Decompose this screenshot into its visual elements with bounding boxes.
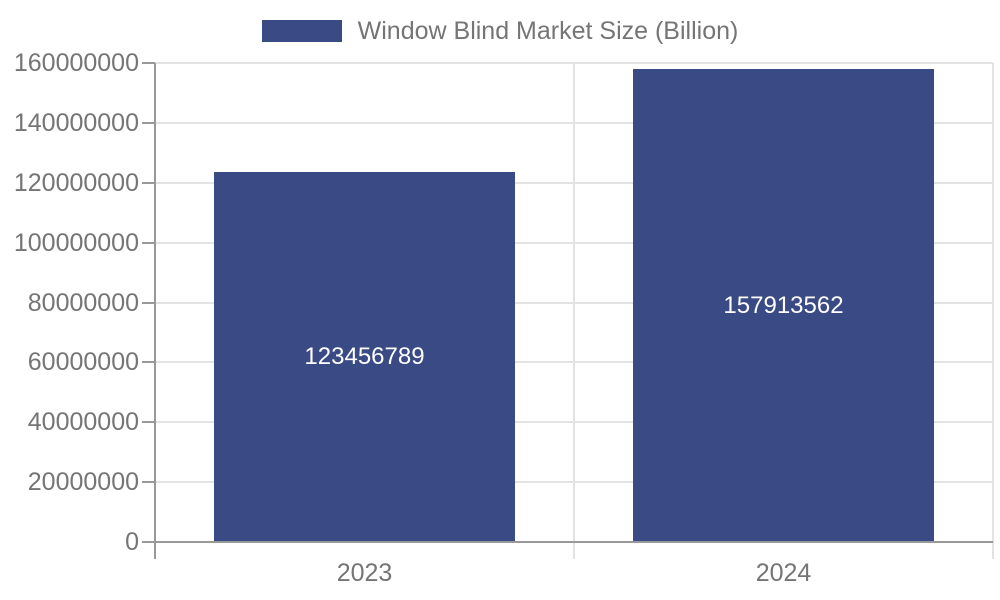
y-tick-label: 0 bbox=[125, 528, 139, 556]
y-tick-label: 120000000 bbox=[13, 168, 139, 197]
bar[interactable] bbox=[214, 172, 515, 542]
x-axis-line bbox=[142, 541, 993, 543]
y-tick-label: 160000000 bbox=[13, 49, 139, 77]
legend-label: Window Blind Market Size (Billion) bbox=[357, 16, 739, 45]
y-tick bbox=[142, 301, 155, 304]
y-tick-label: 40000000 bbox=[27, 408, 139, 437]
y-tick-label: 20000000 bbox=[27, 468, 139, 497]
y-axis-line bbox=[154, 63, 156, 559]
y-tick bbox=[142, 421, 155, 424]
category-divider bbox=[573, 63, 575, 559]
y-tick bbox=[142, 361, 155, 364]
y-tick-label: 60000000 bbox=[27, 348, 139, 377]
bar[interactable] bbox=[633, 69, 934, 542]
bar-value-label: 123456789 bbox=[304, 343, 425, 371]
y-tick-label: 140000000 bbox=[13, 108, 139, 137]
y-tick-label: 100000000 bbox=[13, 228, 139, 257]
chart-legend[interactable]: Window Blind Market Size (Billion) bbox=[0, 12, 1000, 50]
y-tick bbox=[142, 241, 155, 244]
legend-swatch bbox=[261, 20, 342, 42]
y-tick bbox=[142, 121, 155, 124]
bar-value-label: 157913562 bbox=[723, 291, 844, 319]
x-tick-label: 2024 bbox=[755, 559, 812, 587]
y-tick bbox=[142, 481, 155, 484]
plot-right-border bbox=[992, 63, 994, 559]
x-tick-label: 2023 bbox=[336, 559, 393, 587]
y-tick bbox=[142, 62, 155, 64]
y-tick-label: 80000000 bbox=[27, 288, 139, 317]
y-tick bbox=[142, 181, 155, 184]
